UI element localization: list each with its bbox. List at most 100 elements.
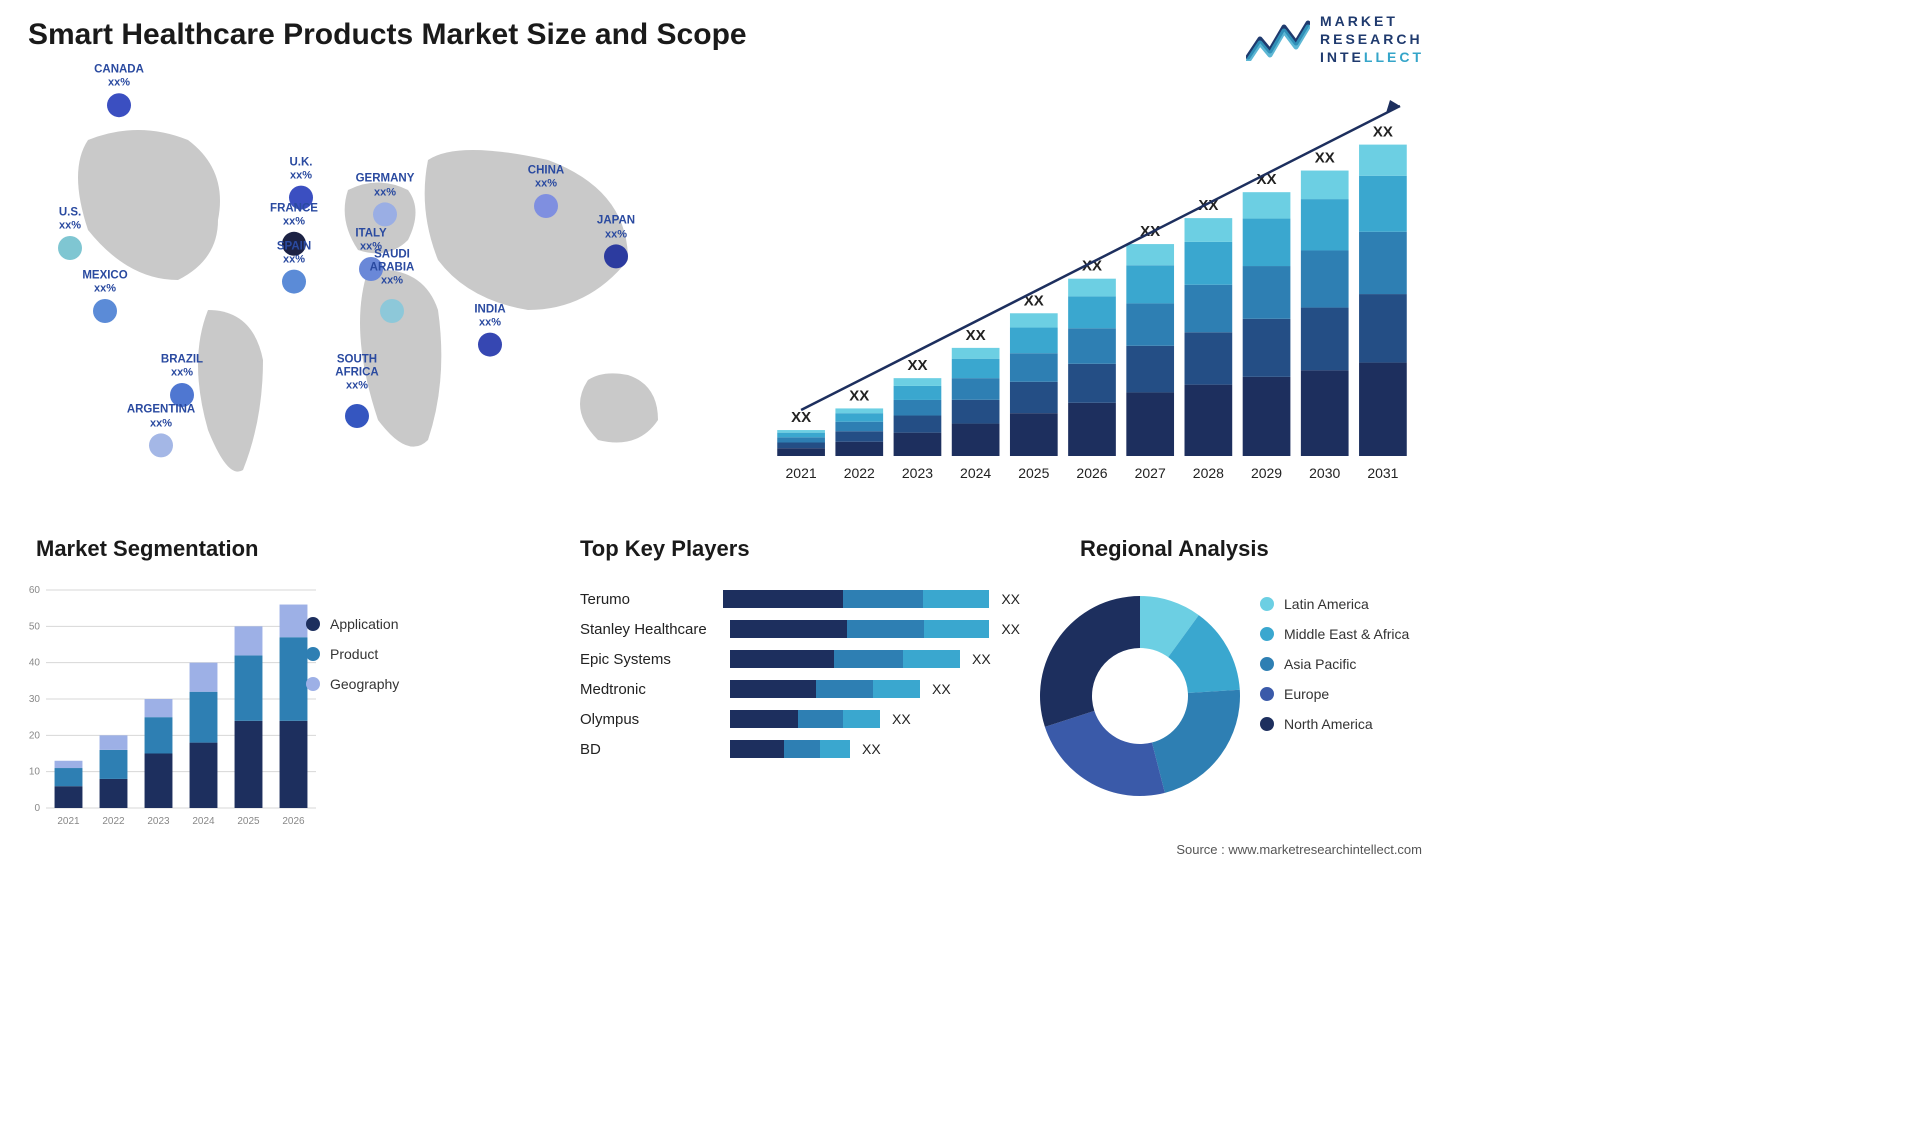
y-tick: 20 — [29, 730, 41, 741]
growth-bar-segment — [1068, 279, 1116, 297]
growth-bar-value: XX — [849, 387, 869, 404]
growth-bar-segment — [1126, 265, 1174, 303]
growth-bar-year: 2021 — [786, 465, 817, 481]
growth-bar-segment — [777, 443, 825, 449]
key-player-bar — [730, 620, 990, 638]
growth-bar-segment — [1068, 328, 1116, 363]
key-player-row: BDXX — [580, 740, 1020, 758]
y-tick: 60 — [29, 585, 41, 596]
seg-year: 2026 — [282, 816, 305, 827]
key-player-bar-segment — [730, 650, 834, 668]
key-player-bar-segment — [798, 710, 843, 728]
regional-legend-item: Europe — [1260, 686, 1409, 702]
growth-bar-segment — [1301, 308, 1349, 371]
regional-legend-item: Latin America — [1260, 596, 1409, 612]
growth-bar-segment — [1243, 192, 1291, 218]
growth-bar-year: 2031 — [1367, 465, 1398, 481]
y-tick: 40 — [29, 658, 41, 669]
seg-bar-segment — [190, 692, 218, 743]
seg-bar-segment — [145, 717, 173, 753]
growth-bar-segment — [777, 437, 825, 442]
growth-bar-segment — [1010, 413, 1058, 456]
map-country — [380, 299, 404, 323]
seg-year: 2021 — [57, 816, 80, 827]
growth-bar-segment — [1359, 176, 1407, 232]
seg-bar-segment — [235, 721, 263, 808]
key-player-row: TerumoXX — [580, 590, 1020, 608]
legend-dot-icon — [1260, 597, 1274, 611]
growth-bar-segment — [1359, 145, 1407, 176]
growth-bar-segment — [1010, 353, 1058, 382]
key-player-name: Epic Systems — [580, 651, 730, 668]
seg-bar-segment — [55, 761, 83, 768]
growth-bar-segment — [835, 408, 883, 413]
segmentation-chart: 0102030405060202120222023202420252026 — [20, 584, 320, 830]
legend-label: Geography — [330, 676, 399, 692]
growth-bar-segment — [1301, 171, 1349, 200]
y-tick: 0 — [34, 803, 40, 814]
growth-bar-segment — [1068, 364, 1116, 403]
seg-bar-segment — [100, 779, 128, 808]
growth-bar-year: 2022 — [844, 465, 875, 481]
key-player-bar-segment — [723, 590, 843, 608]
legend-dot-icon — [306, 617, 320, 631]
growth-bar-segment — [894, 386, 942, 400]
growth-bar-segment — [1126, 392, 1174, 456]
key-players-chart: TerumoXX Stanley Healthcare XX Epic Systems… — [580, 590, 1020, 770]
growth-bar-segment — [1185, 385, 1233, 456]
key-player-bar-segment — [924, 620, 989, 638]
legend-label: Application — [330, 616, 399, 632]
growth-bar-segment — [1010, 328, 1058, 354]
key-players-title: Top Key Players — [580, 536, 750, 562]
growth-bar-segment — [894, 400, 942, 416]
growth-bar-segment — [1068, 403, 1116, 456]
seg-year: 2022 — [102, 816, 125, 827]
key-player-bar-segment — [730, 620, 847, 638]
growth-bar-segment — [1185, 242, 1233, 285]
growth-bar-segment — [1359, 363, 1407, 456]
legend-label: Europe — [1284, 686, 1329, 702]
regional-legend-item: North America — [1260, 716, 1409, 732]
map-country — [93, 299, 117, 323]
key-player-name: Olympus — [580, 711, 730, 728]
legend-dot-icon — [1260, 717, 1274, 731]
legend-label: Product — [330, 646, 378, 662]
map-country-label: SAUDIARABIAxx% — [370, 248, 415, 287]
growth-bar-segment — [894, 378, 942, 386]
growth-bar-segment — [777, 433, 825, 438]
map-country-label: ARGENTINAxx% — [127, 404, 195, 430]
growth-bar-segment — [835, 422, 883, 432]
key-player-bar-segment — [847, 620, 925, 638]
growth-bar-segment — [1359, 232, 1407, 294]
map-country — [149, 433, 173, 457]
legend-label: North America — [1284, 716, 1373, 732]
growth-bar-segment — [835, 413, 883, 422]
map-country — [58, 236, 82, 260]
legend-label: Asia Pacific — [1284, 656, 1356, 672]
growth-bar-segment — [1243, 219, 1291, 266]
growth-bar-year: 2026 — [1076, 465, 1107, 481]
map-country-label: SOUTHAFRICAxx% — [335, 353, 378, 392]
key-player-bar-segment — [834, 650, 903, 668]
growth-bar-segment — [1068, 296, 1116, 328]
growth-bar-segment — [1243, 266, 1291, 319]
source-text: Source : www.marketresearchintellect.com — [1176, 842, 1422, 857]
key-player-name: Stanley Healthcare — [580, 621, 730, 638]
logo-mark-icon — [1246, 17, 1310, 61]
key-player-value: XX — [1001, 621, 1020, 637]
regional-title: Regional Analysis — [1080, 536, 1269, 562]
segmentation-title: Market Segmentation — [36, 536, 259, 562]
seg-bar-segment — [280, 721, 308, 808]
growth-bar-segment — [1185, 285, 1233, 333]
map-country-label: JAPANxx% — [597, 215, 635, 241]
key-player-bar — [723, 590, 990, 608]
legend-dot-icon — [1260, 687, 1274, 701]
key-player-bar — [730, 710, 880, 728]
growth-bar-segment — [835, 431, 883, 441]
key-player-bar-segment — [843, 710, 881, 728]
growth-bar-segment — [1301, 199, 1349, 250]
growth-bar-segment — [1126, 244, 1174, 265]
growth-bar-year: 2028 — [1193, 465, 1224, 481]
key-player-value: XX — [932, 681, 951, 697]
legend-label: Latin America — [1284, 596, 1369, 612]
